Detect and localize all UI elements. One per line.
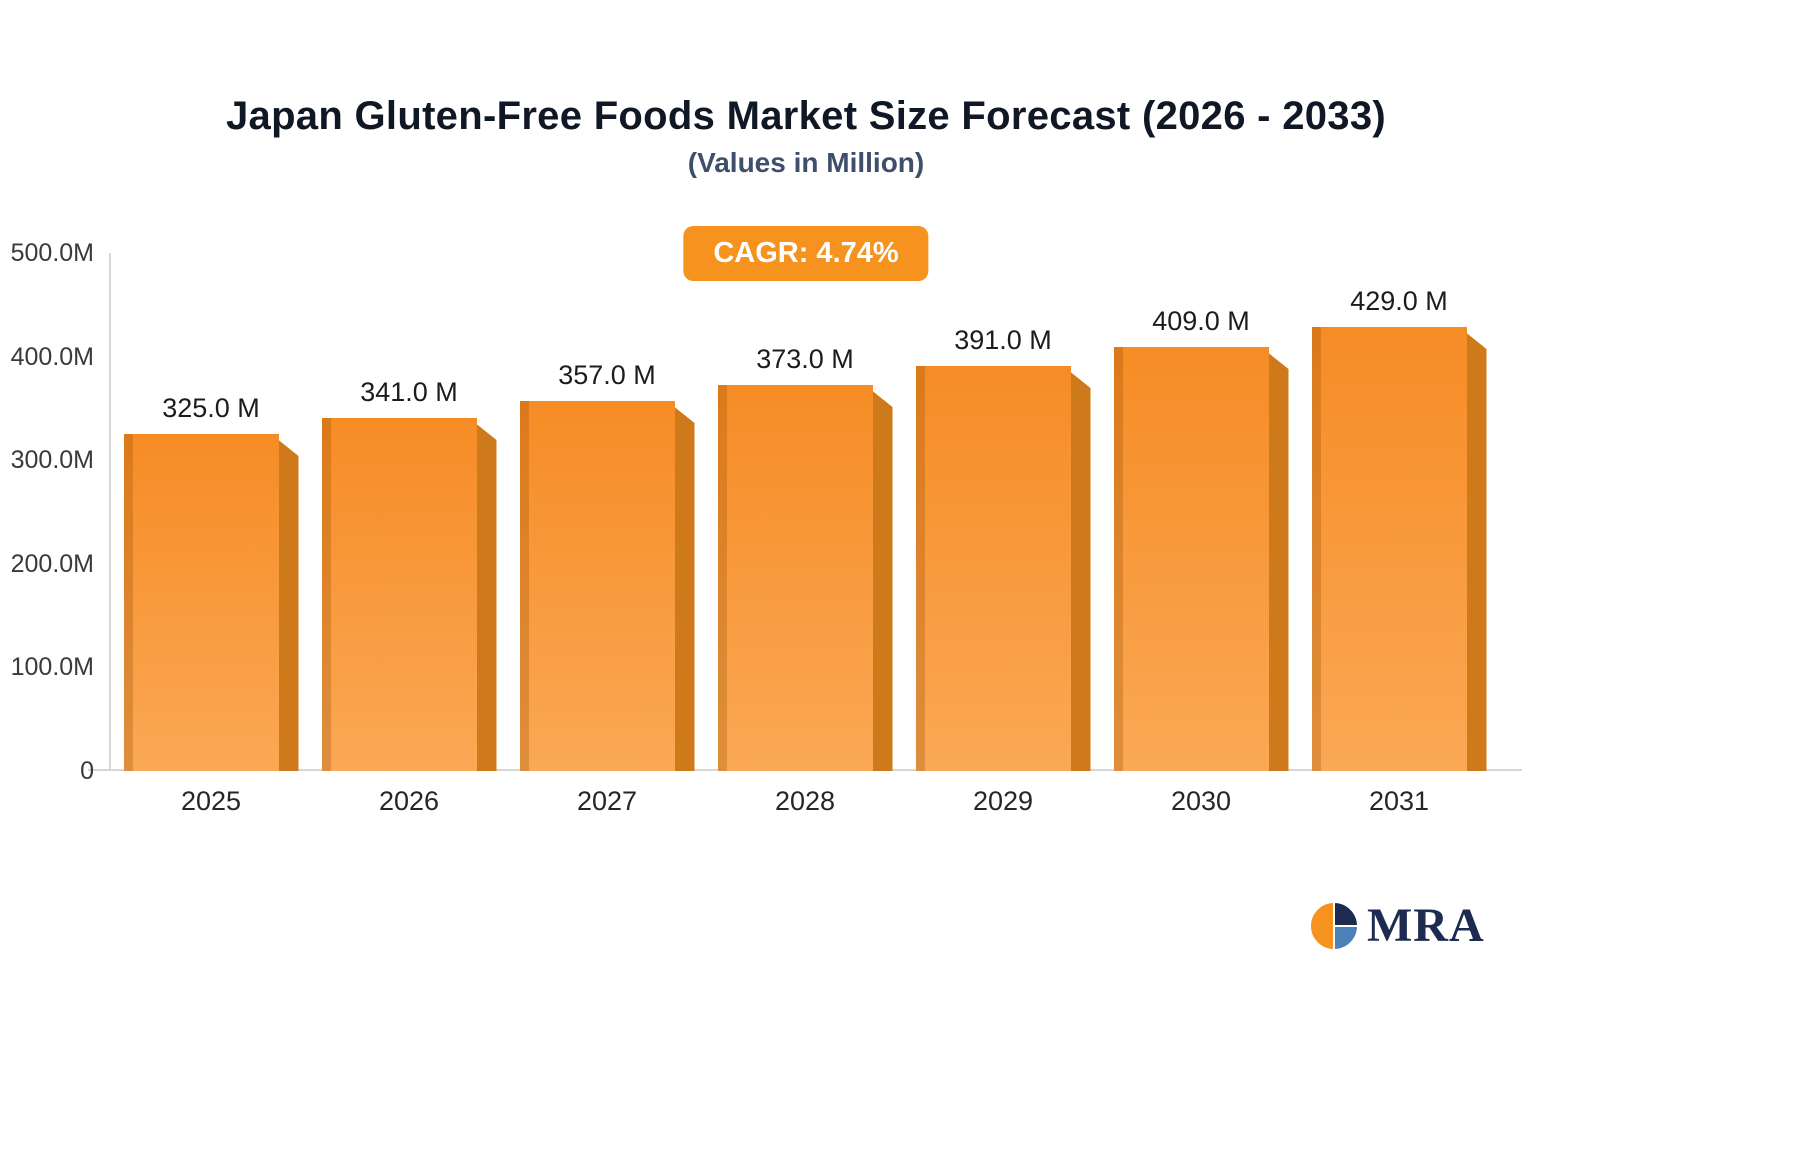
bar-2030: 409.0 M	[1113, 306, 1289, 771]
x-category-label: 2029	[972, 786, 1034, 816]
chart-subtitle: (Values in Million)	[687, 147, 925, 178]
mra-logo-icon	[1309, 900, 1360, 952]
x-category-label: 2031	[1368, 786, 1430, 816]
plot-area: 325.0 M 341.0 M 357.0 M 373.0 M 391.0 M 409.0…	[110, 253, 1520, 771]
bar-side-face	[1268, 353, 1289, 771]
x-category-label: 2030	[1170, 786, 1232, 816]
chart-title: Japan Gluten-Free Foods Market Size Fore…	[225, 94, 1387, 138]
bar-2028: 373.0 M	[717, 344, 893, 771]
mra-logo-text: MRA	[1367, 899, 1485, 952]
bar-front-face	[1311, 327, 1467, 771]
bar-2025: 325.0 M	[123, 393, 299, 771]
bar-front-face	[321, 418, 477, 771]
bar-value-label: 391.0 M	[954, 325, 1052, 355]
y-tick-label: 300.0M	[10, 446, 94, 475]
bar-front-face	[123, 434, 279, 771]
y-tick-label: 0	[80, 757, 94, 785]
bar-left-shade	[321, 418, 331, 771]
bar-side-face	[872, 391, 893, 771]
bar-front-face	[519, 401, 675, 771]
bar-front-face	[1113, 347, 1269, 771]
x-category-label: 2026	[378, 786, 440, 816]
bar-side-face	[1466, 333, 1487, 771]
y-tick-label: 400.0M	[10, 342, 94, 371]
bar-left-shade	[123, 434, 133, 771]
bar-2031: 429.0 M	[1311, 286, 1487, 771]
bar-2029: 391.0 M	[915, 325, 1091, 771]
bar-value-label: 373.0 M	[756, 344, 854, 374]
y-tick-label: 200.0M	[10, 549, 94, 578]
bar-value-label: 325.0 M	[162, 393, 260, 423]
bar-side-face	[1070, 372, 1091, 771]
bar-side-face	[278, 440, 299, 771]
x-category-label: 2027	[576, 786, 638, 816]
y-tick-label: 100.0M	[10, 653, 94, 682]
bar-2026: 341.0 M	[321, 377, 497, 771]
y-axis-line	[109, 253, 111, 771]
bar-left-shade	[1311, 327, 1321, 771]
bar-value-label: 409.0 M	[1152, 306, 1250, 336]
bar-side-face	[674, 407, 695, 771]
bar-2027: 357.0 M	[519, 360, 695, 771]
bar-value-label: 429.0 M	[1350, 286, 1448, 316]
mra-logo: MRA	[1308, 898, 1485, 954]
bar-side-face	[476, 424, 497, 771]
bar-front-face	[915, 366, 1071, 771]
bar-value-label: 357.0 M	[558, 360, 656, 390]
bar-front-face	[717, 385, 873, 771]
x-category-label: 2028	[774, 786, 836, 816]
bar-left-shade	[915, 366, 925, 771]
x-category-label: 2025	[180, 786, 242, 816]
bar-left-shade	[519, 401, 529, 771]
bar-left-shade	[1113, 347, 1123, 771]
bar-left-shade	[717, 385, 727, 771]
bar-value-label: 341.0 M	[360, 377, 458, 407]
y-tick-label: 500.0M	[10, 239, 94, 267]
cagr-badge: CAGR: 4.74%	[683, 226, 929, 281]
